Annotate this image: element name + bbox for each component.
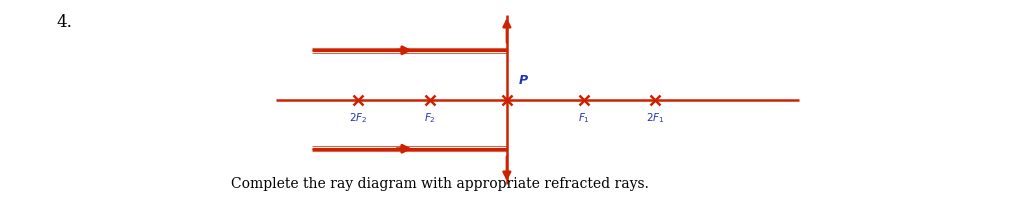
Text: 4.: 4. xyxy=(56,14,73,31)
Text: P: P xyxy=(519,74,528,86)
Text: $F_2$: $F_2$ xyxy=(424,111,436,125)
Text: $2F_1$: $2F_1$ xyxy=(646,111,665,125)
Text: $F_1$: $F_1$ xyxy=(578,111,590,125)
Text: $2F_2$: $2F_2$ xyxy=(349,111,368,125)
Text: Complete the ray diagram with appropriate refracted rays.: Complete the ray diagram with appropriat… xyxy=(231,176,649,190)
